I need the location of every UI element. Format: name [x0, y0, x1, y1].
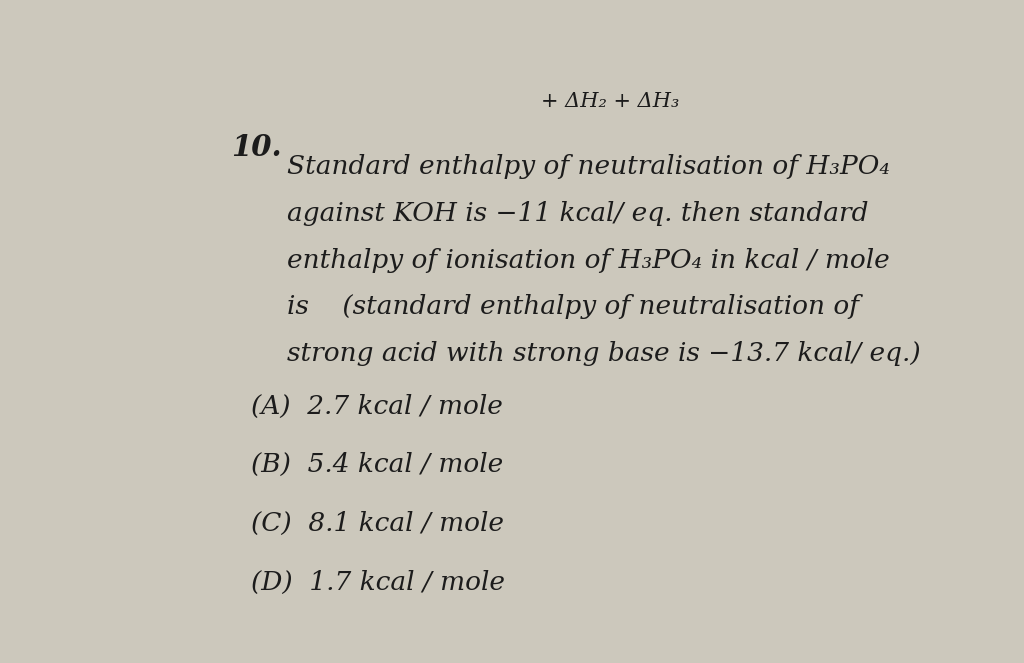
Text: is    (standard enthalpy of neutralisation of: is (standard enthalpy of neutralisation …	[287, 294, 859, 320]
Text: (D)  1.7 kcal / mole: (D) 1.7 kcal / mole	[251, 570, 505, 595]
Text: (A)  2.7 kcal / mole: (A) 2.7 kcal / mole	[251, 394, 503, 418]
Text: Standard enthalpy of neutralisation of H₃PO₄: Standard enthalpy of neutralisation of H…	[287, 154, 890, 178]
Text: (C)  8.1 kcal / mole: (C) 8.1 kcal / mole	[251, 511, 504, 536]
Text: 10.: 10.	[231, 133, 282, 162]
Text: + ΔH₂ + ΔH₃: + ΔH₂ + ΔH₃	[541, 92, 679, 111]
Text: enthalpy of ionisation of H₃PO₄ in kcal / mole: enthalpy of ionisation of H₃PO₄ in kcal …	[287, 247, 890, 272]
Text: strong acid with strong base is −13.7 kcal/ eq.): strong acid with strong base is −13.7 kc…	[287, 341, 921, 367]
Text: (B)  5.4 kcal / mole: (B) 5.4 kcal / mole	[251, 452, 503, 477]
Text: against KOH is −11 kcal/ eq. then standard: against KOH is −11 kcal/ eq. then standa…	[287, 200, 868, 225]
